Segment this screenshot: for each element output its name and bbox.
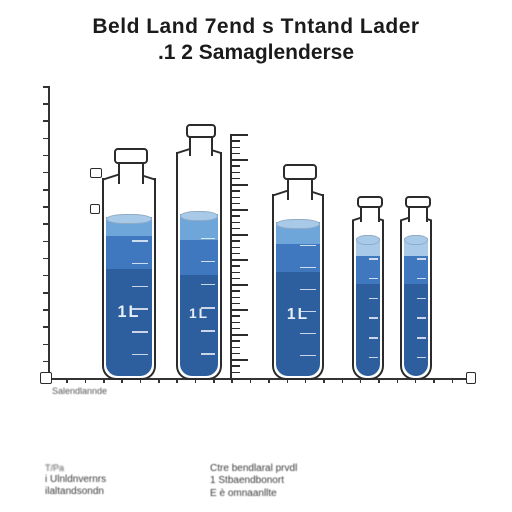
cylinder-body	[352, 220, 384, 380]
graduation-mark	[300, 355, 315, 357]
graduation-mark	[417, 278, 426, 280]
side-valve-icon	[90, 168, 102, 178]
y-tick	[43, 86, 48, 88]
x-tick	[268, 378, 270, 383]
cylinder-5	[400, 196, 432, 380]
x-tick	[452, 378, 454, 383]
fill-meniscus	[106, 214, 152, 224]
fill-band	[356, 256, 380, 284]
title-line-2: .1 2 Samaglenderse	[0, 40, 512, 66]
cylinder-body: 1L	[102, 178, 156, 380]
cylinder-2: 1L	[176, 124, 222, 380]
y-tick	[43, 326, 48, 328]
diagram-area: 1L 1L 1L Salendlannde	[40, 78, 475, 408]
bottle-cap	[283, 164, 317, 180]
y-axis-label: T/Pa	[45, 463, 207, 474]
side-valve-icon	[90, 204, 100, 214]
y-tick	[43, 172, 48, 174]
graduation-mark	[417, 337, 426, 339]
y-tick	[43, 138, 48, 140]
fill-meniscus	[180, 211, 218, 221]
fill-meniscus	[356, 235, 380, 245]
cylinder-label: 1L	[178, 306, 220, 321]
fill-band	[180, 275, 218, 376]
y-tick	[43, 206, 48, 208]
graduation-mark	[417, 258, 426, 260]
y-tick	[43, 103, 48, 105]
cylinder-body: 1L	[272, 194, 324, 380]
footer-caption: T/Pa i Ulnldnvernrs ilaltandsondn Ctre b…	[45, 463, 472, 501]
cylinder-body: 1L	[176, 152, 222, 380]
graduation-mark	[300, 289, 315, 291]
chart-title: Beld Land 7end s Tntand Lader .1 2 Samag…	[0, 0, 512, 67]
y-tick	[43, 309, 48, 311]
y-tick	[43, 361, 48, 363]
y-tick	[43, 120, 48, 122]
graduation-mark	[132, 240, 148, 242]
cylinder-label: 1L	[104, 303, 154, 322]
footer-left-text: i Ulnldnvernrs ilaltandsondn	[45, 474, 207, 499]
graduation-mark	[369, 317, 378, 319]
x-tick	[250, 378, 252, 383]
graduation-mark	[369, 278, 378, 280]
title-line-1: Beld Land 7end s Tntand Lader	[0, 14, 512, 40]
graduation-mark	[417, 357, 426, 359]
y-axis	[48, 86, 50, 378]
x-tick	[397, 378, 399, 383]
y-tick	[43, 292, 48, 294]
y-tick	[43, 241, 48, 243]
corner-fixture-icon	[466, 372, 476, 384]
x-tick	[66, 378, 68, 383]
y-tick	[43, 275, 48, 277]
graduation-mark	[132, 331, 148, 333]
footer-left: T/Pa i Ulnldnvernrs ilaltandsondn	[45, 463, 207, 499]
graduation-mark	[369, 298, 378, 300]
cylinder-3: 1L	[272, 164, 324, 380]
fill-band	[180, 240, 218, 275]
fill-band	[404, 256, 428, 284]
y-tick	[43, 155, 48, 157]
bottle-cap	[405, 196, 431, 208]
bottle-cap	[114, 148, 148, 164]
graduation-mark	[201, 238, 214, 240]
graduation-mark	[300, 333, 315, 335]
graduation-mark	[201, 284, 214, 286]
graduation-mark	[417, 298, 426, 300]
graduation-mark	[369, 357, 378, 359]
graduation-mark	[132, 286, 148, 288]
x-tick	[342, 378, 344, 383]
x-axis-label: Salendlannde	[52, 386, 107, 396]
footer-right: Ctre bendlaral prvdl 1 Stbaendbonort E è…	[210, 463, 458, 501]
graduation-mark	[201, 261, 214, 263]
graduation-mark	[201, 353, 214, 355]
x-tick	[158, 378, 160, 383]
graduation-mark	[300, 267, 315, 269]
y-tick	[43, 223, 48, 225]
x-tick	[85, 378, 87, 383]
graduation-mark	[369, 258, 378, 260]
cylinder-1: 1L	[102, 148, 156, 380]
graduation-mark	[417, 317, 426, 319]
fill-meniscus	[404, 235, 428, 245]
bottle-cap	[186, 124, 216, 138]
cylinder-4	[352, 196, 384, 380]
y-tick	[43, 189, 48, 191]
scale-ruler	[230, 134, 250, 378]
cylinder-body	[400, 220, 432, 380]
footer-right-text: Ctre bendlaral prvdl 1 Stbaendbonort E è…	[210, 463, 458, 501]
y-tick	[43, 344, 48, 346]
x-tick	[433, 378, 435, 383]
cylinder-label: 1L	[274, 306, 322, 324]
bottle-cap	[357, 196, 383, 208]
y-tick	[43, 258, 48, 260]
graduation-mark	[201, 330, 214, 332]
graduation-mark	[132, 263, 148, 265]
graduation-mark	[369, 337, 378, 339]
graduation-mark	[300, 245, 315, 247]
graduation-mark	[132, 354, 148, 356]
corner-fixture-icon	[40, 372, 52, 384]
